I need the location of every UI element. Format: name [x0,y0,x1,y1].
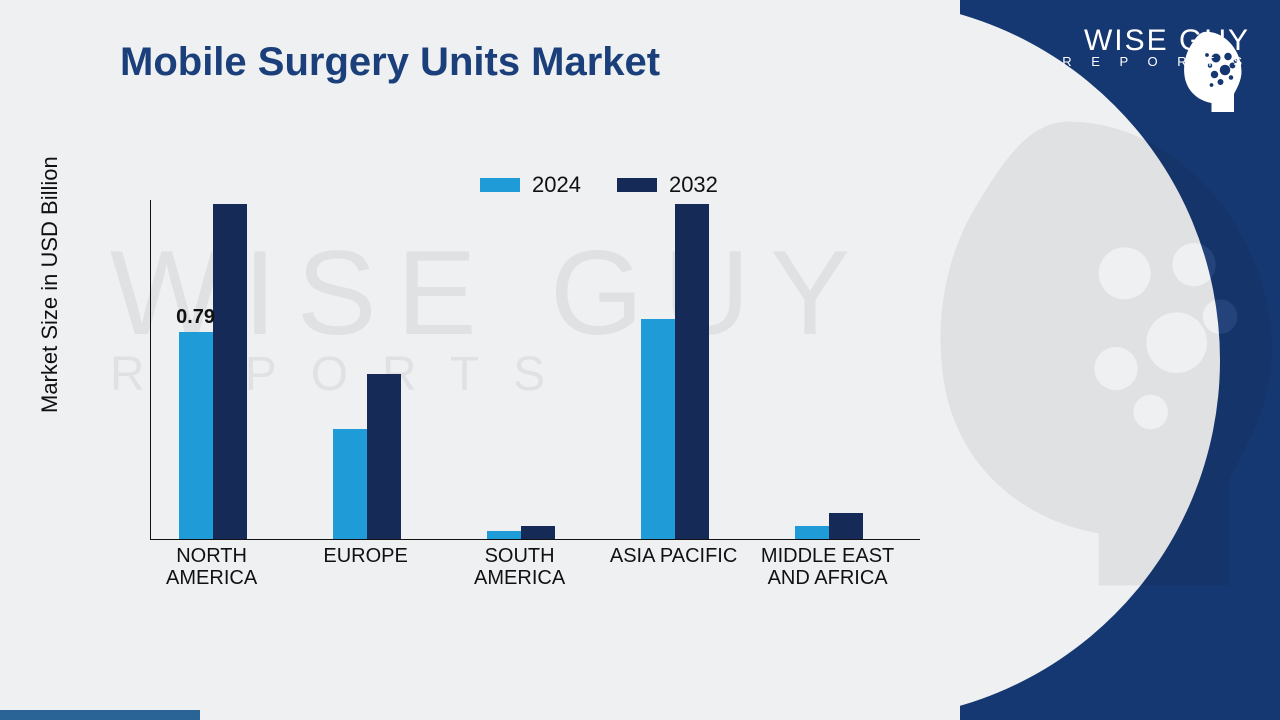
legend-item-2024: 2024 [480,172,581,198]
legend-label-2032: 2032 [669,172,718,198]
x-axis-label: MIDDLE EAST AND AFRICA [758,545,898,589]
bar [795,526,829,539]
bar-group [179,200,247,539]
legend-swatch-2024 [480,178,520,192]
bar [179,332,213,539]
bar [333,429,367,539]
x-axis-label: EUROPE [296,545,436,567]
plot-area: 0.79 [150,200,920,540]
y-axis-label: Market Size in USD Billion [37,156,63,413]
bar-group [333,200,401,539]
legend-label-2024: 2024 [532,172,581,198]
bar [641,319,675,539]
bar [829,513,863,539]
bar [487,531,521,539]
brand-line-1: WISE GUY [1062,24,1250,58]
bar [675,204,709,539]
legend-item-2032: 2032 [617,172,718,198]
x-axis-label: NORTH AMERICA [142,545,282,589]
bar-group [487,200,555,539]
x-axis-label: SOUTH AMERICA [450,545,590,589]
bar [367,374,401,539]
bar [213,204,247,539]
x-axis-label: ASIA PACIFIC [604,545,744,567]
legend-swatch-2032 [617,178,657,192]
bar-group [641,200,709,539]
brand-line-2: R E P O R T S [1062,54,1250,69]
footer-accent-bar [0,710,200,720]
brand-logo-text: WISE GUY R E P O R T S [1062,24,1250,69]
bar-group [795,200,863,539]
legend: 2024 2032 [480,172,718,198]
bar [521,526,555,539]
bar-chart: 0.79 NORTH AMERICAEUROPESOUTH AMERICAASI… [100,200,920,580]
chart-title: Mobile Surgery Units Market [120,40,660,85]
page: WISE GUY R E P O R T S WISE GUY REPORTS … [0,0,1280,720]
bar-value-label: 0.79 [176,306,215,329]
